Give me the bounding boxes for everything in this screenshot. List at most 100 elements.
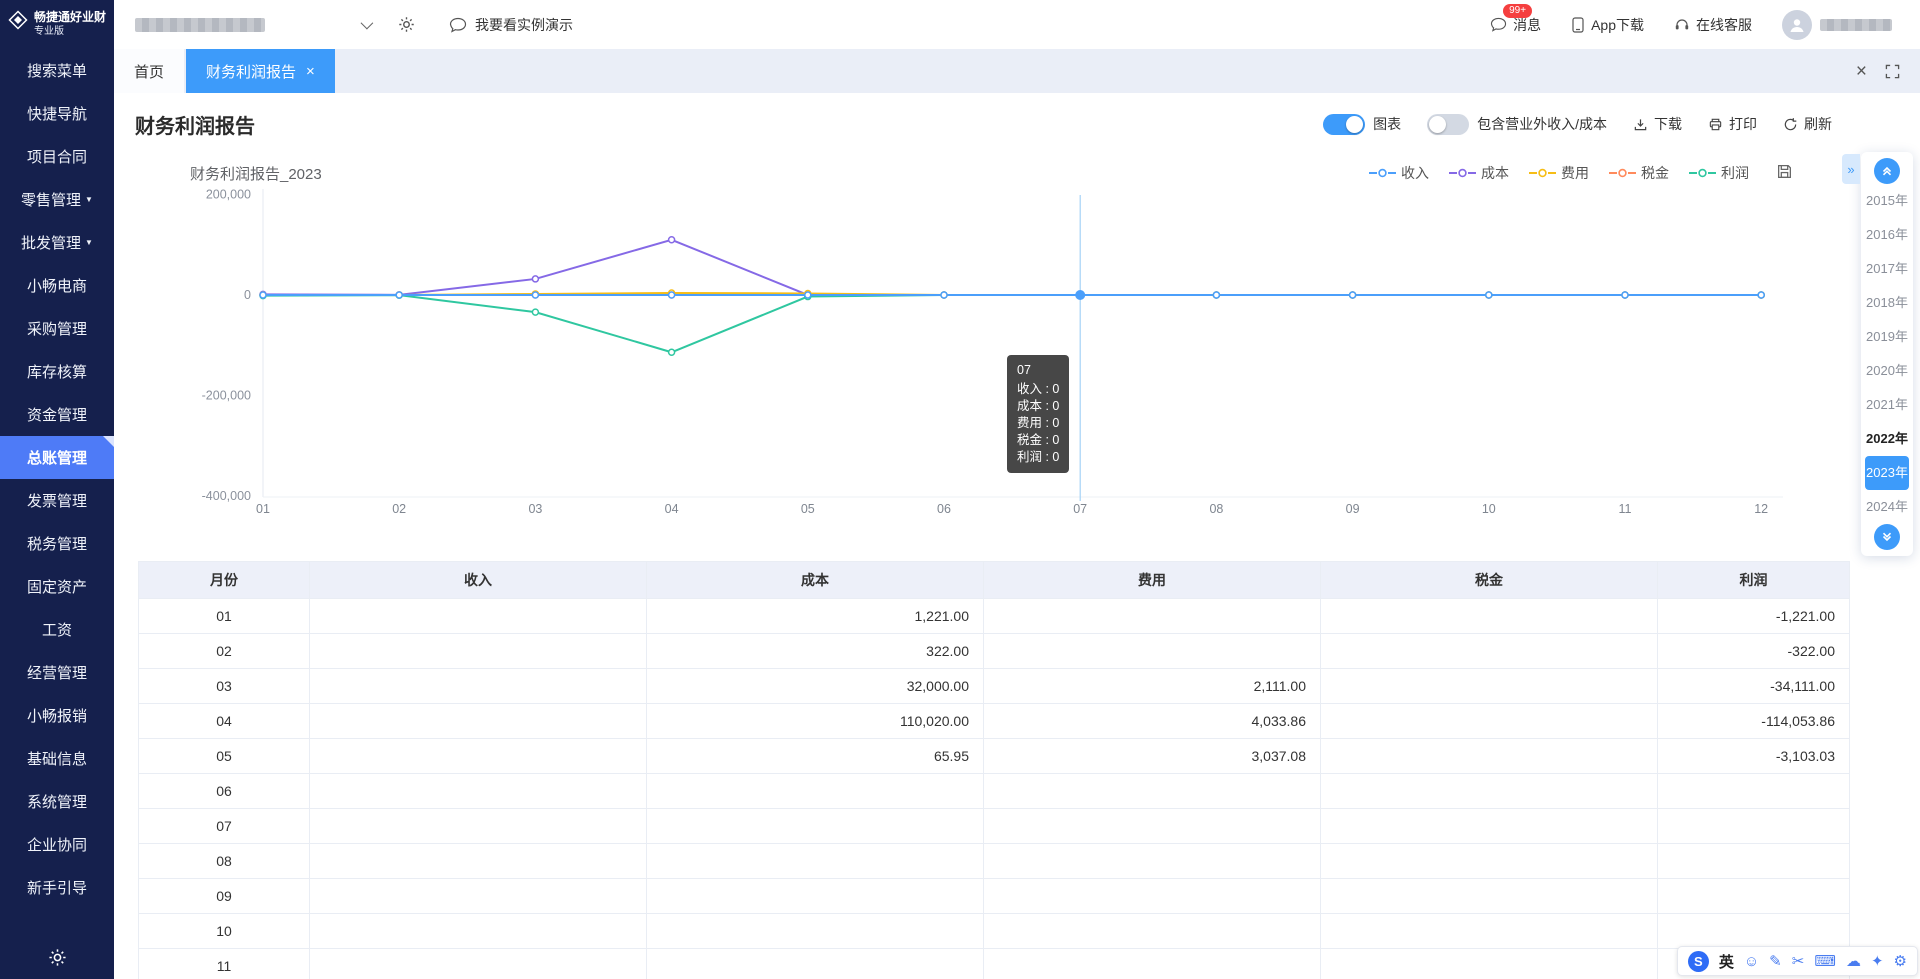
ime-settings-icon[interactable]: ⚙	[1893, 952, 1907, 970]
year-item-2023[interactable]: 2023年	[1865, 456, 1909, 490]
ime-language-mode[interactable]: 英	[1718, 953, 1734, 971]
year-panel-collapse-icon[interactable]: »	[1842, 154, 1860, 184]
ime-keyboard-icon[interactable]: ⌨	[1814, 952, 1836, 970]
ime-pen-icon[interactable]: ✎	[1769, 952, 1782, 970]
refresh-button[interactable]: 刷新	[1783, 114, 1832, 134]
ime-scissors-icon[interactable]: ✂	[1791, 952, 1805, 970]
page-header: 财务利润报告 图表 包含营业外收入/成本 下载	[114, 93, 1920, 155]
value-cell	[646, 878, 984, 914]
ime-logo-icon[interactable]: S	[1687, 950, 1709, 972]
tab-1[interactable]: 首页	[114, 49, 185, 93]
sidebar-item-20[interactable]: 新手引导	[0, 866, 114, 909]
user-icon	[1790, 18, 1804, 32]
year-item-2021[interactable]: 2021年	[1866, 397, 1908, 412]
value-cell	[1320, 843, 1658, 879]
sidebar-item-10[interactable]: 总账管理	[0, 435, 114, 479]
sidebar-item-5[interactable]: 批发管理 ▼	[0, 221, 114, 264]
messages-button[interactable]: 99+ 消息	[1490, 3, 1541, 35]
year-list: 2015年 2016年 2017年 2018年 2019年 2020年 2021年 2022年…	[1865, 184, 1909, 524]
sidebar-item-9[interactable]: 资金管理	[0, 393, 114, 436]
demo-link[interactable]: 我要看实例演示	[449, 15, 573, 35]
sidebar-item-11[interactable]: 发票管理	[0, 479, 114, 522]
legend-item-费用[interactable]: 费用	[1529, 163, 1589, 183]
sidebar-item-18[interactable]: 系统管理	[0, 780, 114, 823]
legend-item-成本[interactable]: 成本	[1449, 163, 1509, 183]
ime-cloud-icon[interactable]: ☁	[1845, 952, 1861, 970]
year-item-2017[interactable]: 2017年	[1866, 261, 1908, 276]
svg-text:-200,000: -200,000	[202, 388, 251, 402]
legend-item-收入[interactable]: 收入	[1369, 163, 1429, 183]
year-item-2024[interactable]: 2024年	[1866, 499, 1908, 514]
refresh-icon	[1784, 117, 1797, 130]
sidebar-item-12[interactable]: 税务管理	[0, 522, 114, 565]
sidebar-item-7[interactable]: 采购管理	[0, 307, 114, 350]
sidebar-item-1[interactable]: 搜索菜单	[0, 49, 114, 92]
year-scroll-down-icon[interactable]	[1874, 524, 1900, 550]
sidebar-item-4[interactable]: 零售管理 ▼	[0, 178, 114, 221]
headset-icon	[1675, 19, 1689, 30]
nonoperating-toggle[interactable]	[1427, 113, 1470, 135]
year-item-2016[interactable]: 2016年	[1866, 227, 1908, 242]
ime-skin-icon[interactable]: ✦	[1870, 952, 1884, 970]
fullscreen-icon[interactable]	[1885, 64, 1900, 79]
value-cell: -34,111.00	[1657, 668, 1850, 704]
sidebar-item-6[interactable]: 小畅电商	[0, 264, 114, 307]
table-row[interactable]: 01 1,221.00 -1,221.00	[138, 598, 1850, 634]
sidebar-item-label: 系统管理	[26, 793, 87, 811]
table-row[interactable]: 09	[138, 878, 1850, 914]
year-item-2022[interactable]: 2022年	[1866, 431, 1908, 446]
table-row[interactable]: 08	[138, 843, 1850, 879]
company-selector[interactable]	[135, 16, 374, 32]
table-row[interactable]: 03 32,000.00 2,111.00 -34,111.00	[138, 668, 1850, 704]
year-item-2018[interactable]: 2018年	[1866, 295, 1908, 310]
sidebar: 畅捷通好业财 专业版 搜索菜单 快捷导航 项目合同 零售管理 ▼ 批发管理 ▼ 小畅电商 采购管…	[0, 0, 114, 979]
sidebar-item-8[interactable]: 库存核算	[0, 350, 114, 393]
legend-item-利润[interactable]: 利润	[1689, 163, 1749, 183]
sidebar-item-15[interactable]: 经营管理	[0, 651, 114, 694]
sidebar-item-19[interactable]: 企业协同	[0, 823, 114, 866]
table-row[interactable]: 07	[138, 808, 1850, 844]
value-cell	[1320, 703, 1658, 739]
value-cell	[309, 703, 647, 739]
printer-icon	[1709, 118, 1722, 130]
chart-canvas[interactable]: 200,000 0 -200,000 -400,000 01 02 03 04 05 06 07 08…	[135, 155, 1849, 555]
table-row[interactable]: 04 110,020.00 4,033.86 -114,053.86	[138, 703, 1850, 739]
ime-emoji-icon[interactable]: ☺	[1743, 952, 1760, 970]
sidebar-item-3[interactable]: 项目合同	[0, 135, 114, 178]
tab-close-icon[interactable]: ×	[306, 62, 315, 80]
month-cell: 05	[138, 738, 310, 774]
sidebar-item-16[interactable]: 小畅报销	[0, 694, 114, 737]
table-row[interactable]: 05 65.95 3,037.08 -3,103.03	[138, 738, 1850, 774]
year-item-2020[interactable]: 2020年	[1866, 363, 1908, 378]
legend-item-税金[interactable]: 税金	[1609, 163, 1669, 183]
table-row[interactable]: 10	[138, 913, 1850, 949]
table-row[interactable]: 11	[138, 948, 1850, 979]
sidebar-item-13[interactable]: 固定资产	[0, 565, 114, 608]
sidebar-settings-gear-icon[interactable]	[0, 948, 114, 967]
table-row[interactable]: 02 322.00 -322.00	[138, 633, 1850, 669]
sidebar-item-2[interactable]: 快捷导航	[0, 92, 114, 135]
support-button[interactable]: 在线客服	[1674, 15, 1752, 35]
app-download-button[interactable]: App下载	[1571, 15, 1644, 35]
caret-down-icon: ▼	[85, 237, 93, 247]
user-menu[interactable]	[1782, 9, 1892, 40]
sidebar-item-label: 资金管理	[26, 406, 87, 424]
table-row[interactable]: 06	[138, 773, 1850, 809]
tab-2[interactable]: 财务利润报告 ×	[186, 49, 335, 93]
year-item-2019[interactable]: 2019年	[1866, 329, 1908, 344]
year-item-2015[interactable]: 2015年	[1866, 193, 1908, 208]
save-image-icon[interactable]	[1776, 163, 1793, 185]
svg-text:10: 10	[1482, 502, 1496, 516]
sidebar-item-14[interactable]: 工资	[0, 608, 114, 651]
print-button[interactable]: 打印	[1708, 114, 1757, 134]
sidebar-item-17[interactable]: 基础信息	[0, 737, 114, 780]
download-button[interactable]: 下载	[1633, 114, 1682, 134]
topbar-gear-icon[interactable]	[398, 16, 415, 33]
year-scroll-up-icon[interactable]	[1874, 158, 1900, 184]
close-all-tabs-icon[interactable]: ×	[1855, 60, 1867, 82]
chart-toggle[interactable]	[1323, 113, 1366, 135]
svg-text:11: 11	[1619, 502, 1632, 516]
svg-text:08: 08	[1209, 502, 1223, 516]
chevron-down-icon	[360, 16, 374, 30]
company-name-redacted	[135, 17, 265, 32]
